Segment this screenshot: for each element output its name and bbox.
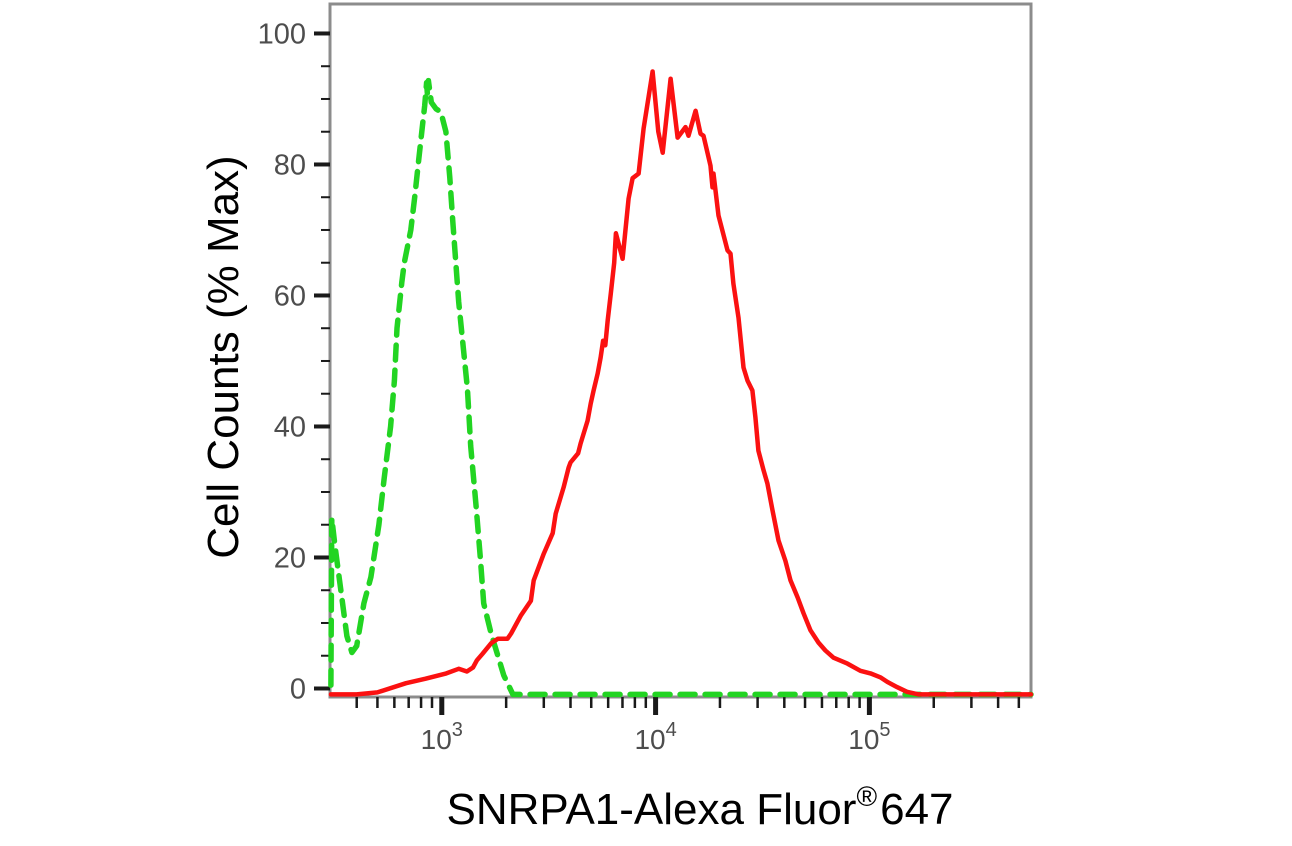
x-tick-label: 103 <box>421 719 463 755</box>
y-tick-label: 40 <box>274 411 306 443</box>
x-axis-title: SNRPA1-Alexa Fluor®647 <box>446 781 953 834</box>
y-axis-title: Cell Counts (% Max) <box>199 155 248 558</box>
negative-control-curve <box>328 77 1034 698</box>
tick-label-layer: 0 20 40 60 80 100 103 104 105 <box>258 18 891 755</box>
y-tick-label: 80 <box>274 149 306 181</box>
snrpa1-af647-curve <box>328 69 1034 697</box>
y-tick-label: 0 <box>290 673 306 705</box>
curves-layer <box>328 69 1034 698</box>
x-tick-label: 105 <box>848 719 890 755</box>
x-axis-title-main: SNRPA1-Alexa Fluor <box>446 785 856 834</box>
y-tick-label: 60 <box>274 280 306 312</box>
y-tick-label: 20 <box>274 542 306 574</box>
x-axis-title-suffix: 647 <box>880 785 953 834</box>
y-tick-label: 100 <box>258 18 306 50</box>
registered-trademark-icon: ® <box>856 781 877 812</box>
x-tick-label: 104 <box>634 719 676 755</box>
